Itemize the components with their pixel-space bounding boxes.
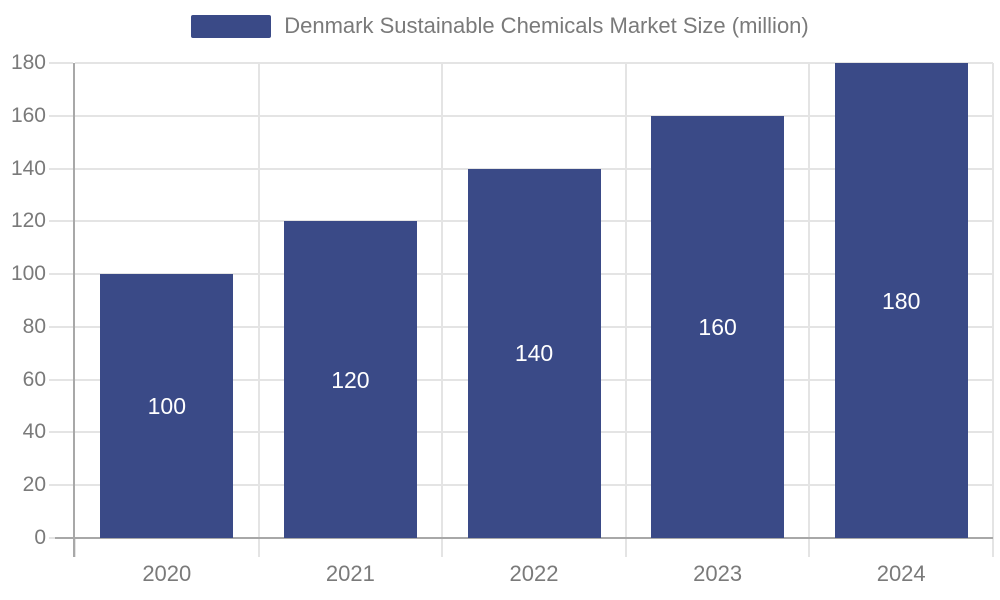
bar xyxy=(651,115,785,538)
bar xyxy=(100,274,234,538)
y-axis-label: 120 xyxy=(10,209,46,233)
bar-value-label: 120 xyxy=(331,366,370,393)
y-axis-label: 140 xyxy=(10,156,46,180)
x-gridline xyxy=(808,63,811,538)
y-axis-tick xyxy=(49,167,73,170)
y-axis-label: 60 xyxy=(22,367,46,391)
x-axis-tick xyxy=(74,538,76,557)
x-gridline xyxy=(992,63,994,538)
bar-value-label: 140 xyxy=(514,340,554,367)
legend: Denmark Sustainable Chemicals Market Siz… xyxy=(0,13,1000,39)
y-axis-tick xyxy=(49,378,73,381)
x-gridline xyxy=(441,63,444,538)
y-axis-label: 100 xyxy=(10,262,46,286)
x-axis-tick xyxy=(441,538,444,557)
x-category-label: 2020 xyxy=(142,561,192,586)
y-axis-line xyxy=(73,63,75,557)
bar-value-label: 160 xyxy=(698,313,737,340)
x-gridline xyxy=(624,63,627,538)
x-category-label: 2021 xyxy=(325,561,375,586)
y-axis-tick xyxy=(49,484,73,487)
y-axis-label: 40 xyxy=(22,420,46,444)
bar-value-label: 100 xyxy=(147,393,186,420)
y-axis-tick xyxy=(49,273,73,276)
y-axis-label: 0 xyxy=(34,526,46,549)
y-axis-tick xyxy=(49,431,73,434)
x-axis-tick xyxy=(624,538,627,557)
y-axis-label: 20 xyxy=(22,473,46,497)
x-category-label: 2022 xyxy=(509,561,559,586)
bar xyxy=(283,221,417,538)
y-axis-label: 80 xyxy=(22,314,46,338)
x-axis-tick xyxy=(257,538,260,557)
legend-label[interactable]: Denmark Sustainable Chemicals Market Siz… xyxy=(284,13,809,38)
y-gridline xyxy=(75,114,993,117)
x-axis-tick xyxy=(808,538,811,557)
bar-value-label: 180 xyxy=(882,287,921,314)
y-gridline xyxy=(75,62,993,64)
x-axis-line xyxy=(55,537,993,539)
y-axis-tick xyxy=(49,62,73,64)
y-axis-label: 180 xyxy=(10,51,46,74)
bar xyxy=(834,63,968,538)
y-axis-tick xyxy=(49,114,73,117)
y-axis-label: 160 xyxy=(10,103,46,127)
bar xyxy=(467,168,601,538)
x-category-label: 2024 xyxy=(876,561,926,586)
y-axis-tick xyxy=(49,325,73,328)
y-axis-tick xyxy=(49,220,73,223)
x-category-label: 2023 xyxy=(693,561,743,586)
x-axis-tick xyxy=(992,538,994,557)
legend-swatch[interactable] xyxy=(191,14,272,38)
x-gridline xyxy=(257,63,260,538)
